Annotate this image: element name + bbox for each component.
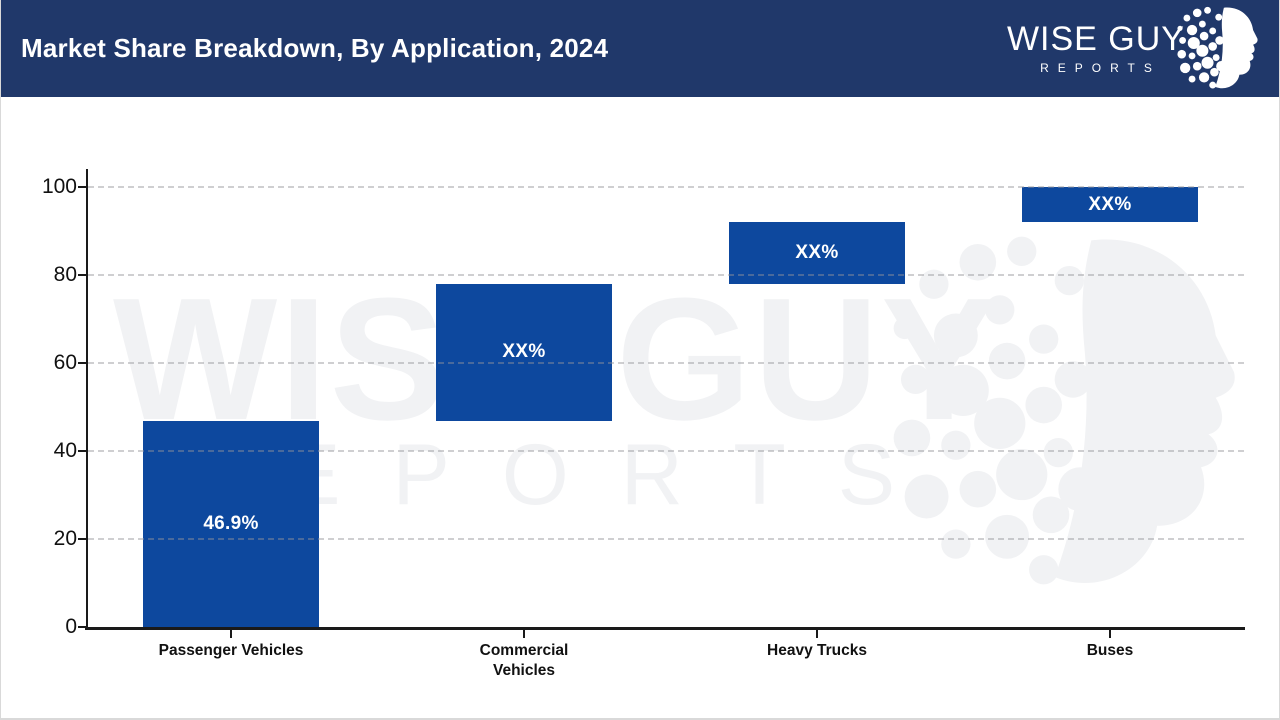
bar-segment: XX%: [729, 222, 905, 284]
y-tick-label: 80: [53, 263, 77, 286]
x-axis-line: [85, 627, 1245, 630]
bar-value-label: XX%: [1088, 193, 1132, 215]
wiseguy-face-icon: [1177, 6, 1258, 89]
wiseguy-logo: WISE GUY REPORTS: [1007, 6, 1261, 92]
wiseguy-logo-text: WISE GUY REPORTS: [1007, 22, 1185, 75]
bar-segment: 46.9%: [143, 420, 319, 627]
y-tick-mark: [78, 626, 87, 628]
logo-subtext: REPORTS: [1040, 61, 1161, 75]
gridline-100: [88, 186, 1244, 188]
bar-segment: XX%: [1022, 187, 1198, 223]
y-tick-label: 40: [53, 439, 77, 462]
bar-value-label: XX%: [502, 341, 546, 363]
x-tick-mark: [816, 630, 818, 638]
gridline-40: [88, 450, 1244, 452]
logo-wordmark: WISE GUY: [1006, 20, 1185, 58]
x-category-label: Commercial Vehicles: [479, 642, 569, 679]
gridline-20: [88, 538, 1244, 540]
gridline-60: [88, 362, 1244, 364]
y-tick-label: 0: [65, 615, 77, 638]
y-tick-mark: [78, 450, 87, 452]
y-tick-mark: [78, 186, 87, 188]
y-axis-line: [86, 169, 88, 630]
x-tick-mark: [523, 630, 525, 638]
header-bar: Market Share Breakdown, By Application, …: [1, 0, 1279, 97]
x-category-label: Buses: [1086, 642, 1134, 659]
y-tick-mark: [78, 538, 87, 540]
y-tick-label: 20: [53, 527, 77, 550]
bar-value-label: 46.9%: [203, 512, 259, 534]
y-tick-label: 60: [53, 351, 77, 374]
y-tick-mark: [78, 274, 87, 276]
bar-value-label: XX%: [795, 241, 839, 263]
chart-title: Market Share Breakdown, By Application, …: [21, 33, 609, 63]
bar-segment: XX%: [436, 283, 612, 421]
y-tick-label: 100: [41, 175, 77, 198]
gridline-80: [88, 274, 1244, 276]
x-category-label: Heavy Trucks: [767, 642, 867, 659]
watermark-face-icon: [893, 236, 1235, 585]
x-category-label: Passenger Vehicles: [158, 642, 304, 659]
y-tick-mark: [78, 362, 87, 364]
x-tick-mark: [230, 630, 232, 638]
x-tick-mark: [1109, 630, 1111, 638]
